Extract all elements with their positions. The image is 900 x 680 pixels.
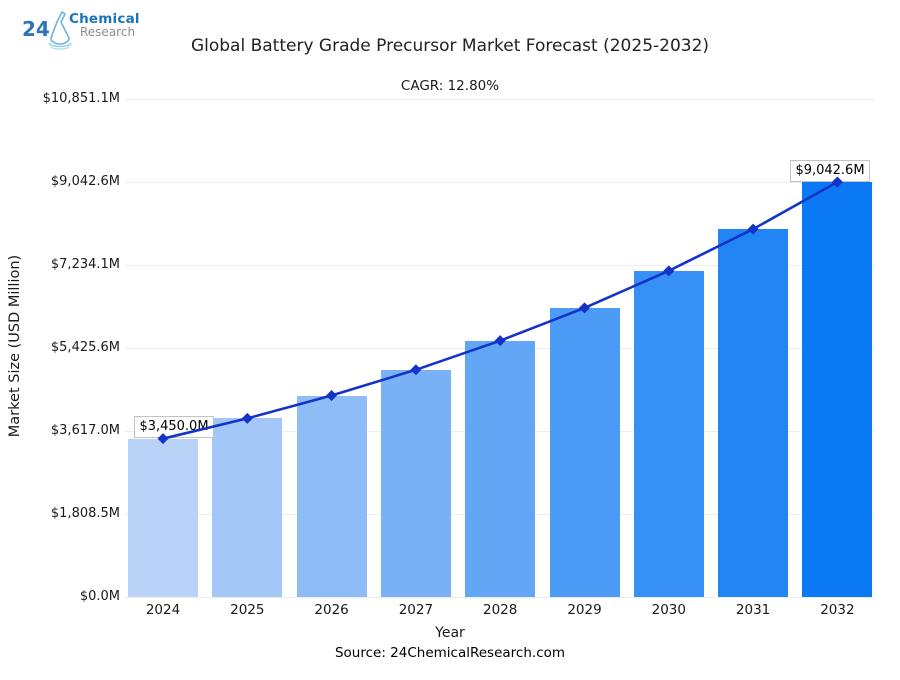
x-tick-label-2024: 2024 (145, 602, 181, 618)
data-label-2024: $3,450.0M (134, 416, 214, 438)
x-axis-title: Year (435, 625, 465, 641)
marker-2031 (747, 223, 759, 235)
marker-2028 (494, 335, 506, 347)
marker-2027 (410, 364, 422, 376)
marker-2025 (241, 412, 253, 424)
y-tick-label: $10,851.1M (42, 91, 120, 106)
logo-24chemical-research: 24 Chemical Research (22, 9, 182, 51)
marker-2032 (831, 176, 843, 188)
source-text: Source: 24ChemicalResearch.com (334, 645, 566, 661)
x-tick-label-2025: 2025 (230, 602, 265, 618)
x-tick-label-2026: 2026 (314, 602, 349, 618)
chart-subtitle-cagr: CAGR: 12.80% (400, 78, 500, 94)
gridline (125, 99, 875, 100)
bar-2026 (296, 395, 367, 597)
bar-2032 (802, 182, 873, 597)
gridline (125, 597, 875, 598)
bar-2031 (718, 229, 789, 597)
data-label-2032: $9,042.6M (790, 160, 870, 182)
x-tick-label-2027: 2027 (398, 602, 434, 618)
marker-2026 (326, 390, 338, 402)
y-tick-label: $7,234.1M (50, 257, 120, 272)
x-tick-label-2032: 2032 (820, 602, 855, 618)
bar-2024 (128, 438, 198, 597)
data-label-2032-text: $9,042.6M (795, 163, 865, 178)
logo-text-chemical: Chemical (69, 11, 140, 27)
x-tick-label-2028: 2028 (483, 602, 518, 618)
gridline (125, 265, 875, 266)
bar-2030 (633, 270, 704, 597)
bar-2029 (549, 307, 620, 597)
data-label-2024-text: $3,450.0M (139, 419, 209, 434)
x-tick-label-2029: 2029 (567, 602, 602, 618)
bar-2027 (380, 369, 451, 597)
marker-2024 (157, 433, 169, 445)
marker-2029 (579, 302, 590, 314)
x-tick-label-2030: 2030 (651, 602, 686, 618)
y-tick-label: $5,425.6M (50, 340, 120, 355)
bar-2028 (465, 340, 536, 597)
y-tick-label: $9,042.6M (50, 174, 120, 189)
logo-text-research: Research (80, 25, 136, 40)
y-tick-label: $3,617.0M (50, 423, 120, 438)
x-tick-label-2031: 2031 (735, 602, 771, 618)
y-tick-label: $1,808.5M (50, 506, 120, 521)
flask-icon: 24 (22, 10, 72, 50)
bar-2025 (212, 418, 283, 597)
gridline (125, 182, 875, 183)
marker-2030 (663, 265, 675, 277)
y-tick-label: $0.0M (79, 589, 120, 604)
svg-text:24: 24 (22, 17, 50, 41)
chart-title: Global Battery Grade Precursor Market Fo… (190, 36, 710, 56)
trend-line (162, 180, 839, 440)
